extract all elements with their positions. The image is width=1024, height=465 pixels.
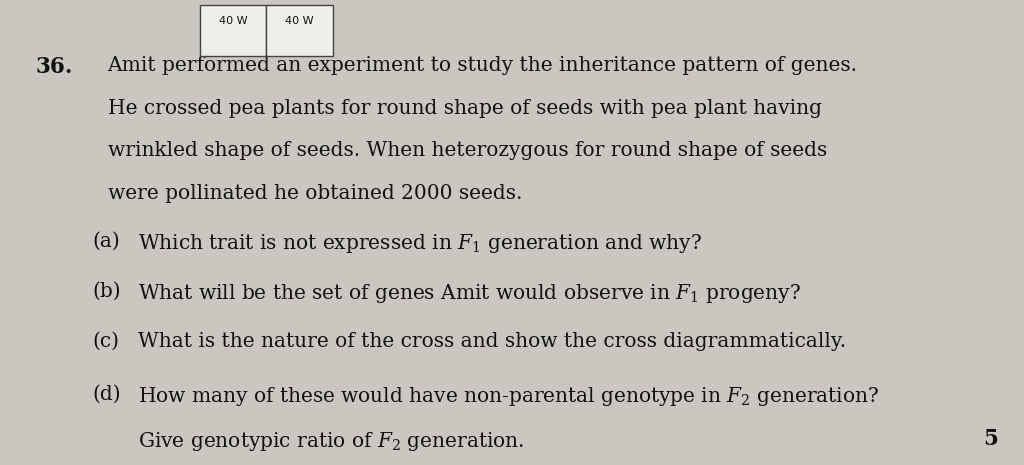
Text: He crossed pea plants for round shape of seeds with pea plant having: He crossed pea plants for round shape of… [108,99,821,118]
Text: (c): (c) [92,332,119,351]
Text: were pollinated he obtained 2000 seeds.: were pollinated he obtained 2000 seeds. [108,184,522,203]
Text: Which trait is not expressed in $F_1$ generation and why?: Which trait is not expressed in $F_1$ ge… [138,232,702,254]
Text: What is the nature of the cross and show the cross diagrammatically.: What is the nature of the cross and show… [138,332,847,351]
Text: Give genotypic ratio of $F_2$ generation.: Give genotypic ratio of $F_2$ generation… [138,430,524,453]
Bar [200,5,266,56]
Text: wrinkled shape of seeds. When heterozygous for round shape of seeds: wrinkled shape of seeds. When heterozygo… [108,141,826,160]
Text: What will be the set of genes Amit would observe in $F_1$ progeny?: What will be the set of genes Amit would… [138,282,801,305]
Text: 5: 5 [983,428,998,450]
Text: (a): (a) [92,232,120,251]
Text: Amit performed an experiment to study the inheritance pattern of genes.: Amit performed an experiment to study th… [108,56,857,75]
Text: How many of these would have non-parental genotype in $F_2$ generation?: How many of these would have non-parenta… [138,385,880,407]
Text: (b): (b) [92,282,121,301]
Text: 40 W: 40 W [219,16,247,27]
Text: (d): (d) [92,385,121,404]
Text: 40 W: 40 W [286,16,313,27]
Bar [266,5,333,56]
Text: 36.: 36. [36,56,73,78]
